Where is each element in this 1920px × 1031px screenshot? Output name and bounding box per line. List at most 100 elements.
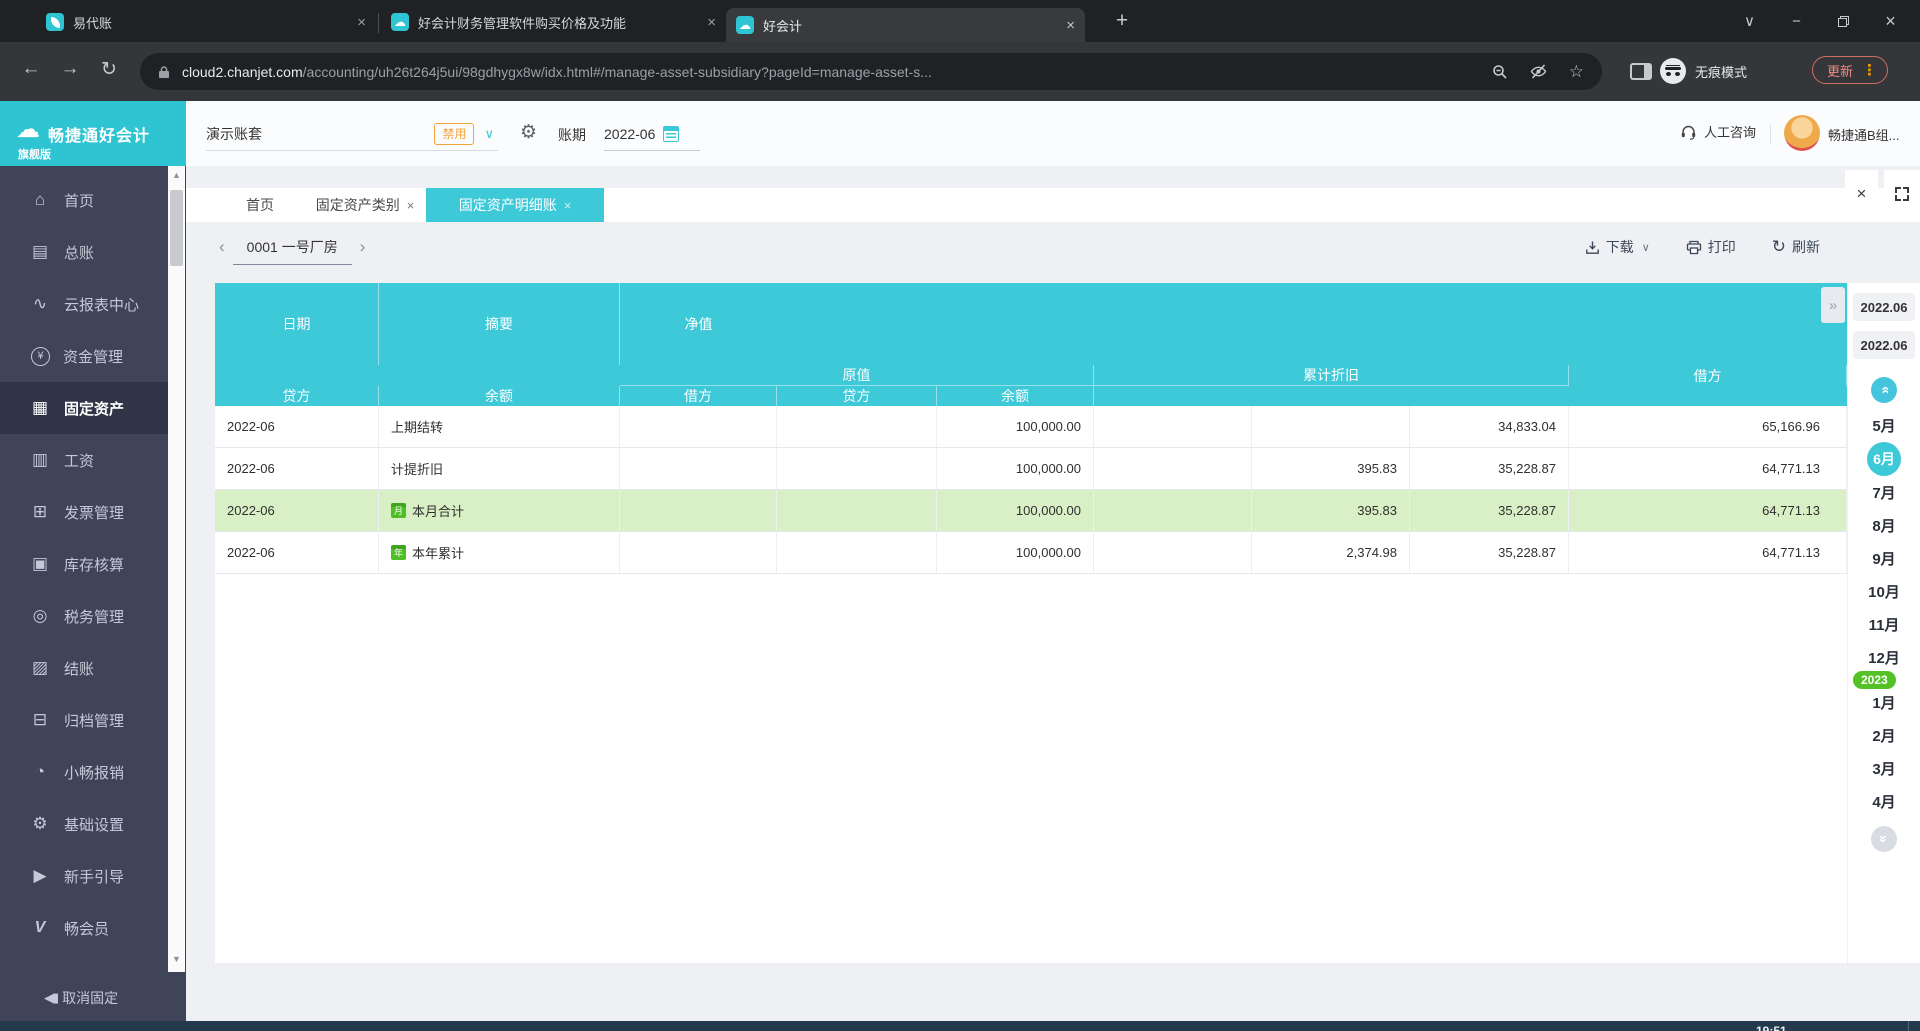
- browser-update-button[interactable]: 更新 ⋮: [1812, 56, 1889, 84]
- address-bar[interactable]: cloud2.chanjet.com/accounting/uh26t264j5…: [140, 53, 1602, 90]
- workspace-tab-3[interactable]: 固定资产明细账 ×: [426, 188, 604, 222]
- bookmark-star-icon[interactable]: ☆: [1568, 61, 1584, 81]
- reload-icon[interactable]: ↻: [101, 59, 117, 80]
- sidebar-item-member[interactable]: V 畅会员: [0, 902, 168, 954]
- update-label: 更新: [1827, 63, 1854, 79]
- browser-tab-2[interactable]: ☁ 好会计财务管理软件购买价格及功能 ×: [381, 2, 726, 42]
- close-window-button[interactable]: ×: [1885, 10, 1896, 31]
- account-selector[interactable]: 演示账套 禁用 ∨: [206, 117, 498, 151]
- sidebar-scrollbar[interactable]: ▲ ▼: [168, 166, 185, 972]
- prev-asset-icon[interactable]: ‹: [219, 237, 225, 256]
- side-panel-icon[interactable]: [1630, 63, 1652, 80]
- sidebar-item-inventory[interactable]: ▣ 库存核算: [0, 538, 168, 590]
- month-item-7月[interactable]: 7月: [1872, 485, 1896, 502]
- restore-button[interactable]: [1820, 0, 1867, 42]
- browser-tabs: 易代账 × ☁ 好会计财务管理软件购买价格及功能 × ☁ 好会计 ×: [36, 0, 1085, 42]
- workspace-tab-close-icon[interactable]: ×: [563, 197, 572, 213]
- scrollbar-thumb[interactable]: [170, 190, 183, 266]
- table-row-1[interactable]: 2022-06 上期结转 100,000.00 34,833.04 65,166.96: [215, 406, 1847, 448]
- month-item-4月[interactable]: 4月: [1872, 794, 1896, 811]
- month-list: 5月 6月 7月 8月 9月 10月 11月 12月 2023 1月 2月 3月 4月: [1853, 409, 1901, 818]
- scroll-up-icon[interactable]: ▲: [172, 170, 181, 180]
- back-icon[interactable]: ←: [21, 58, 41, 79]
- sidebar-item-guide[interactable]: ▶ 新手引导: [0, 850, 168, 902]
- sidebar-item-funds[interactable]: ¥ 资金管理: [0, 330, 168, 382]
- close-page-button[interactable]: ×: [1845, 170, 1878, 217]
- workspace-tab-close-icon[interactable]: ×: [406, 197, 415, 213]
- table-row-2[interactable]: 2022-06 计提折旧 100,000.00 395.83 35,228.87 64,7…: [215, 448, 1847, 490]
- period-chip-selected[interactable]: 2022.06: [1853, 331, 1915, 359]
- cell-value: [620, 448, 777, 489]
- sidebar-item-fixed-asset[interactable]: ▦ 固定资产: [0, 382, 168, 434]
- period-picker[interactable]: 2022-06: [604, 117, 700, 151]
- month-item-12月[interactable]: 12月: [1868, 650, 1900, 667]
- sidebar-item-reimburse[interactable]: ◔ 小畅报销: [0, 746, 168, 798]
- settings-gear-icon[interactable]: ⚙: [520, 122, 538, 143]
- account-name: 演示账套: [206, 125, 262, 142]
- workspace-tab-1[interactable]: 首页: [216, 188, 304, 222]
- new-tab-button[interactable]: +: [1115, 9, 1129, 32]
- account-chevron-icon[interactable]: ∨: [484, 125, 494, 141]
- sidebar-item-payroll[interactable]: ▥ 工资: [0, 434, 168, 486]
- month-item-5月[interactable]: 5月: [1872, 418, 1896, 435]
- workspace-tab-label: 首页: [246, 197, 274, 213]
- panel-collapse-button[interactable]: »: [1821, 287, 1845, 323]
- tab-close-icon[interactable]: ×: [357, 13, 366, 31]
- user-avatar[interactable]: [1784, 115, 1820, 151]
- support-link[interactable]: 人工咨询: [1680, 122, 1756, 141]
- toolbar: ‹ 0001 一号厂房 › 下载 ∨ 打印 ↻ 刷新: [186, 228, 1920, 274]
- month-item-2月[interactable]: 2月: [1872, 728, 1896, 745]
- sidebar-item-invoice[interactable]: ⊞ 发票管理: [0, 486, 168, 538]
- month-item-10月[interactable]: 10月: [1868, 584, 1900, 601]
- payroll-icon: ▥: [31, 450, 49, 469]
- sidebar-item-cloud-report[interactable]: ∿ 云报表中心: [0, 278, 168, 330]
- eye-blocked-icon[interactable]: [1530, 64, 1547, 79]
- zoom-icon[interactable]: [1492, 64, 1508, 80]
- table-row-3[interactable]: 2022-06 月本月合计 100,000.00 395.83 35,228.87 64,…: [215, 490, 1847, 532]
- fixed-asset-icon: ▦: [31, 398, 49, 417]
- month-item-11月[interactable]: 11月: [1868, 617, 1900, 634]
- forward-icon[interactable]: →: [60, 58, 80, 79]
- next-asset-icon[interactable]: ›: [359, 237, 366, 256]
- download-button[interactable]: 下载 ∨: [1585, 237, 1650, 257]
- sidebar-item-settings[interactable]: ⚙ 基础设置: [0, 798, 168, 850]
- user-name[interactable]: 畅捷通B组...: [1828, 128, 1900, 143]
- lock-icon[interactable]: [158, 65, 170, 79]
- tab-close-icon[interactable]: ×: [1066, 16, 1075, 34]
- refresh-button[interactable]: ↻ 刷新: [1772, 237, 1820, 257]
- month-item-3月[interactable]: 3月: [1872, 761, 1896, 778]
- sidebar-item-home[interactable]: ⌂ 首页: [0, 174, 168, 226]
- tab-close-icon[interactable]: ×: [707, 13, 716, 31]
- month-item-6月[interactable]: 6月: [1867, 442, 1901, 476]
- sidebar-item-closing[interactable]: ▨ 结账: [0, 642, 168, 694]
- period-chip-current[interactable]: 2022.06: [1853, 293, 1915, 321]
- minimize-button[interactable]: −: [1792, 12, 1801, 30]
- workspace-tab-2[interactable]: 固定资产类别 ×: [304, 188, 426, 222]
- sidebar-item-archive[interactable]: ⊟ 归档管理: [0, 694, 168, 746]
- table-body: 2022-06 上期结转 100,000.00 34,833.04 65,166.96 2…: [215, 406, 1847, 574]
- calendar-icon[interactable]: [663, 125, 680, 142]
- fullscreen-button[interactable]: [1884, 170, 1920, 217]
- asset-selector[interactable]: 0001 一号厂房: [232, 236, 352, 265]
- sidebar-unpin-button[interactable]: ◀▮ 取消固定: [44, 988, 118, 1008]
- browser-tab-1[interactable]: 易代账 ×: [36, 2, 376, 42]
- cell-value: [620, 532, 777, 573]
- month-item-9月[interactable]: 9月: [1872, 551, 1896, 568]
- browser-tab-3[interactable]: ☁ 好会计 ×: [726, 8, 1085, 42]
- month-item-1月[interactable]: 1月: [1872, 695, 1896, 712]
- month-item-8月[interactable]: 8月: [1872, 518, 1896, 535]
- cell-value: 35,228.87: [1410, 490, 1569, 531]
- sidebar-item-ledger[interactable]: ▤ 总账: [0, 226, 168, 278]
- sidebar-item-label: 工资: [64, 452, 95, 470]
- tab-search-chevron-icon[interactable]: ∨: [1744, 13, 1755, 30]
- table-row-4[interactable]: 2022-06 年本年累计 100,000.00 2,374.98 35,228.87 6…: [215, 532, 1847, 574]
- scroll-down-icon[interactable]: ▼: [172, 954, 181, 964]
- year-badge: 2023: [1853, 671, 1896, 689]
- browser-menu-icon[interactable]: ⋮: [1862, 62, 1878, 79]
- months-scroll-down-button[interactable]: »: [1871, 826, 1897, 852]
- sidebar-item-tax[interactable]: ◎ 税务管理: [0, 590, 168, 642]
- summary-text: 本年累计: [412, 546, 465, 561]
- months-scroll-up-button[interactable]: »: [1871, 377, 1897, 403]
- print-button[interactable]: 打印: [1686, 237, 1736, 257]
- print-label: 打印: [1707, 239, 1736, 255]
